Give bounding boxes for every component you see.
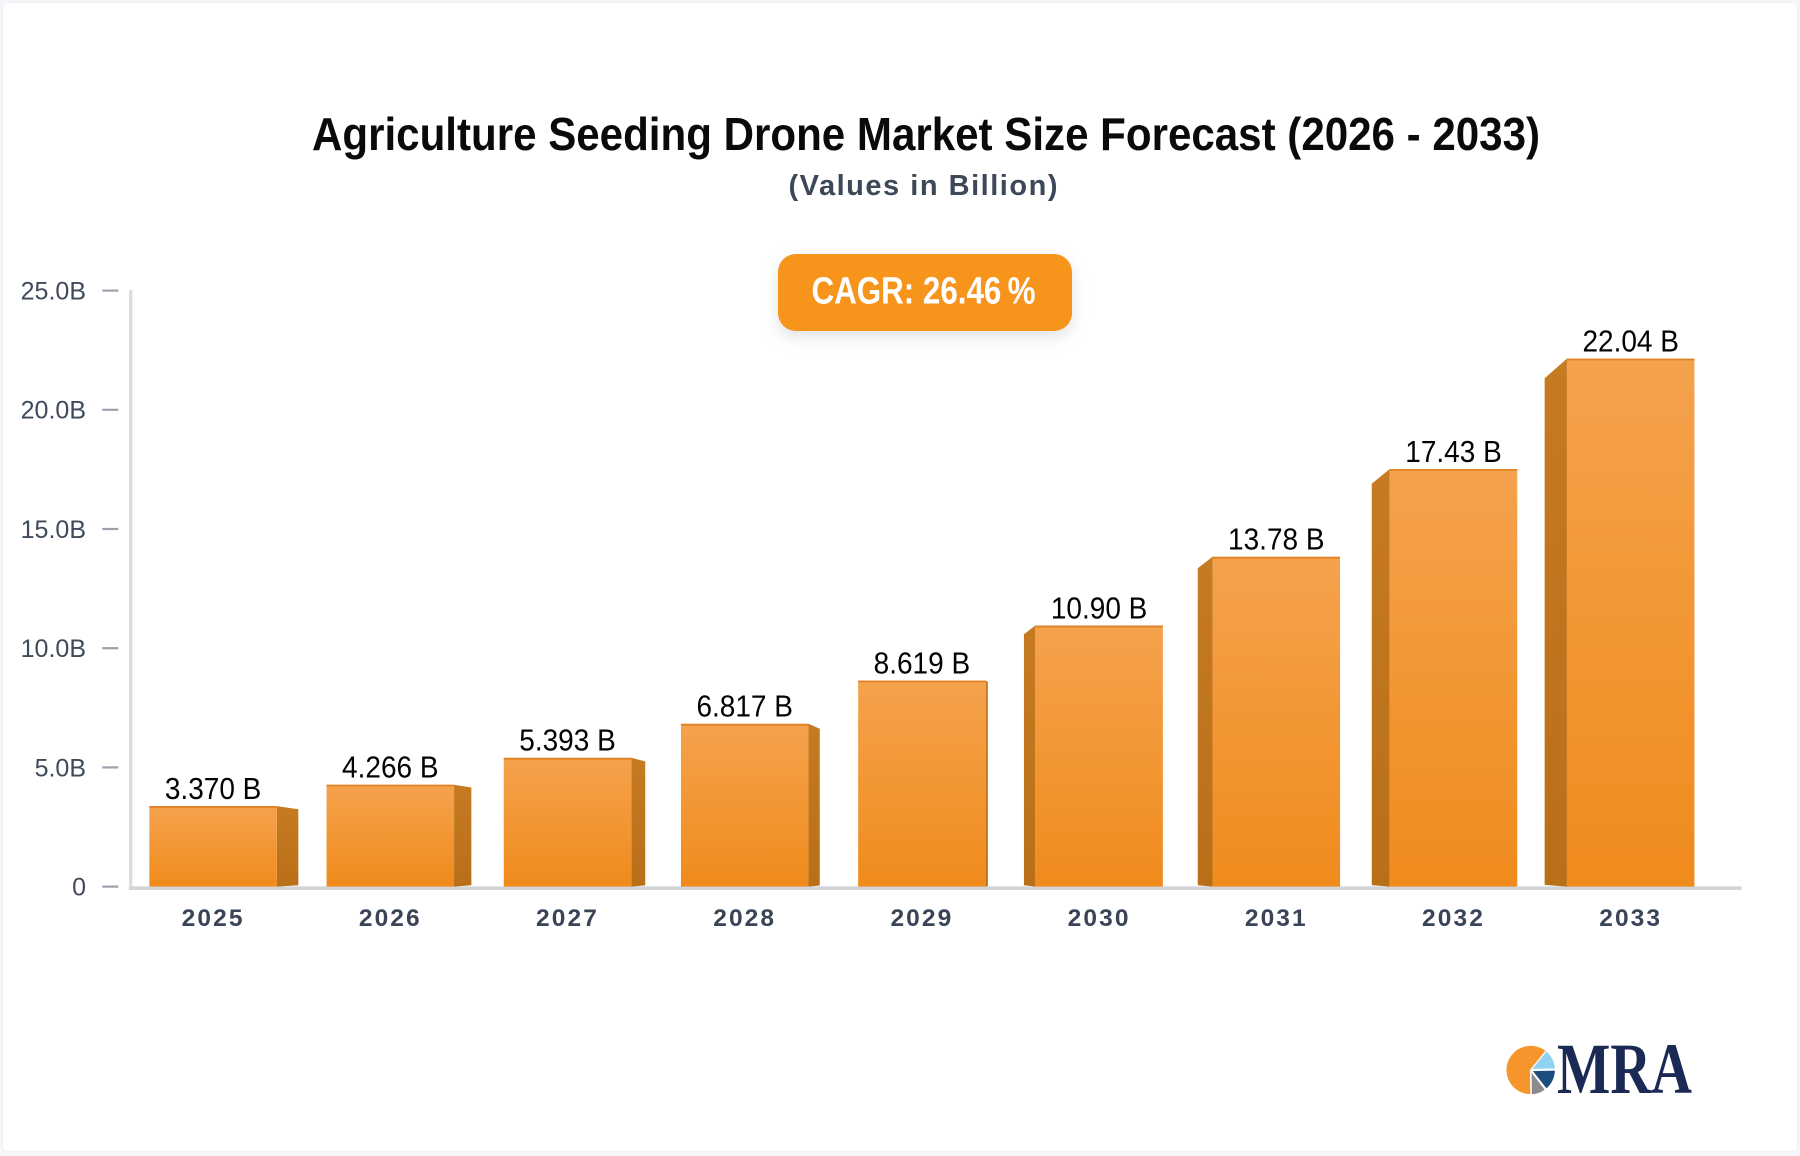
- svg-text:2032: 2032: [1422, 905, 1485, 932]
- svg-text:22.04 B: 22.04 B: [1582, 324, 1679, 359]
- svg-text:5.0B: 5.0B: [35, 754, 86, 782]
- svg-text:10.0B: 10.0B: [21, 635, 86, 663]
- svg-text:(Values in Billion): (Values in Billion): [789, 170, 1058, 202]
- svg-text:17.43 B: 17.43 B: [1405, 434, 1502, 469]
- svg-text:13.78 B: 13.78 B: [1228, 522, 1325, 557]
- svg-text:MRA: MRA: [1557, 1029, 1692, 1109]
- svg-text:5.393 B: 5.393 B: [519, 723, 616, 758]
- svg-text:2031: 2031: [1245, 905, 1308, 932]
- svg-text:2027: 2027: [536, 905, 599, 932]
- svg-text:2025: 2025: [182, 905, 245, 932]
- svg-text:15.0B: 15.0B: [21, 516, 86, 544]
- svg-text:25.0B: 25.0B: [21, 278, 86, 306]
- svg-text:8.619 B: 8.619 B: [874, 646, 971, 681]
- svg-text:20.0B: 20.0B: [21, 397, 86, 425]
- svg-text:2028: 2028: [713, 905, 776, 932]
- svg-text:10.90 B: 10.90 B: [1051, 590, 1148, 625]
- svg-text:Agriculture Seeding Drone Mark: Agriculture Seeding Drone Market Size Fo…: [312, 108, 1540, 160]
- svg-text:6.817 B: 6.817 B: [696, 689, 793, 724]
- svg-text:3.370 B: 3.370 B: [165, 771, 262, 806]
- svg-text:4.266 B: 4.266 B: [342, 750, 439, 785]
- svg-text:2033: 2033: [1599, 905, 1662, 932]
- svg-text:CAGR: 26.46 %: CAGR: 26.46 %: [812, 271, 1036, 313]
- svg-text:2030: 2030: [1068, 905, 1131, 932]
- svg-text:2029: 2029: [890, 905, 953, 932]
- svg-text:2026: 2026: [359, 905, 422, 932]
- svg-text:0: 0: [72, 874, 86, 902]
